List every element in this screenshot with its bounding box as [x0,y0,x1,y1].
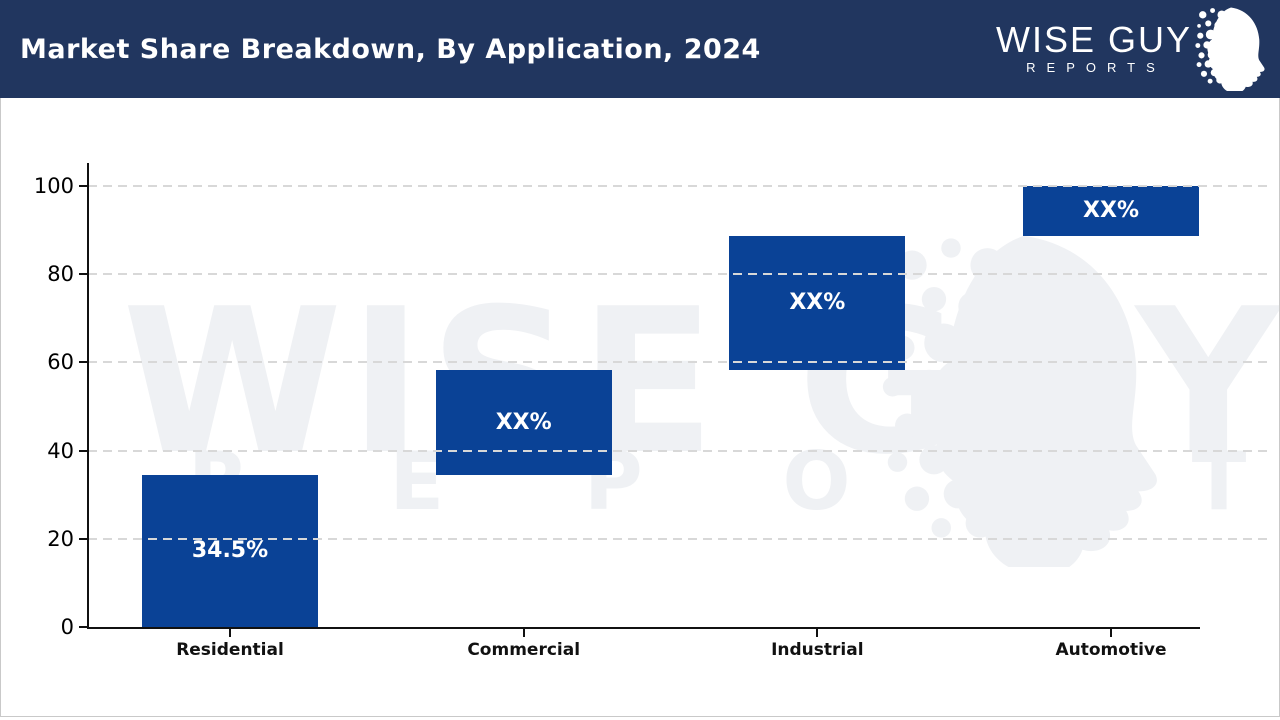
x-axis-label-automotive: Automotive [1055,640,1167,660]
logo-text: WISE GUY REPORTS [995,18,1192,76]
gridline-100 [88,185,1268,187]
x-axis-label-residential: Residential [176,640,284,660]
bar-industrial: XX% [729,235,906,370]
logo-tagline: REPORTS [1026,60,1166,76]
y-tick-60 [79,361,87,364]
gridline-40 [88,449,1268,452]
y-tick-label-60: 60 [47,350,74,375]
y-tick-label-100: 100 [33,174,74,198]
x-axis-label-industrial: Industrial [771,640,864,660]
bar-commercial: XX% [435,369,612,475]
canvas-border [0,98,1280,717]
x-tick-commercial [522,629,525,637]
bar-value-label: XX% [495,409,552,435]
y-tick-0 [79,626,87,628]
gridline-20 [88,537,1268,540]
x-axis-label-commercial: Commercial [467,640,581,660]
y-tick-label-40: 40 [47,438,74,463]
brand-logo: WISE GUY REPORTS [996,5,1268,91]
bar-value-label: 34.5% [191,538,269,564]
bar-value-label: XX% [789,290,846,316]
logo-name: WISE GUY [995,18,1192,60]
y-tick-20 [79,537,87,540]
y-axis-line [87,163,89,629]
x-tick-industrial [816,629,819,637]
bar-value-label: XX% [1083,198,1139,224]
y-tick-80 [79,273,87,276]
y-tick-100 [79,185,87,187]
header-bar: Market Share Breakdown, By Application, … [0,0,1280,98]
y-tick-40 [79,449,87,452]
gridline-80 [88,273,1268,276]
page-title: Market Share Breakdown, By Application, … [20,33,761,65]
y-tick-label-20: 20 [47,526,74,551]
bar-residential: 34.5% [142,474,318,627]
x-tick-automotive [1110,629,1112,637]
y-tick-label-80: 80 [47,262,74,287]
logo-head-icon [1195,7,1265,91]
gridline-60 [88,361,1268,364]
bar-automotive: XX% [1023,186,1199,236]
x-axis-line [87,627,1200,629]
y-tick-label-0: 0 [60,615,74,639]
x-tick-residential [229,629,231,637]
